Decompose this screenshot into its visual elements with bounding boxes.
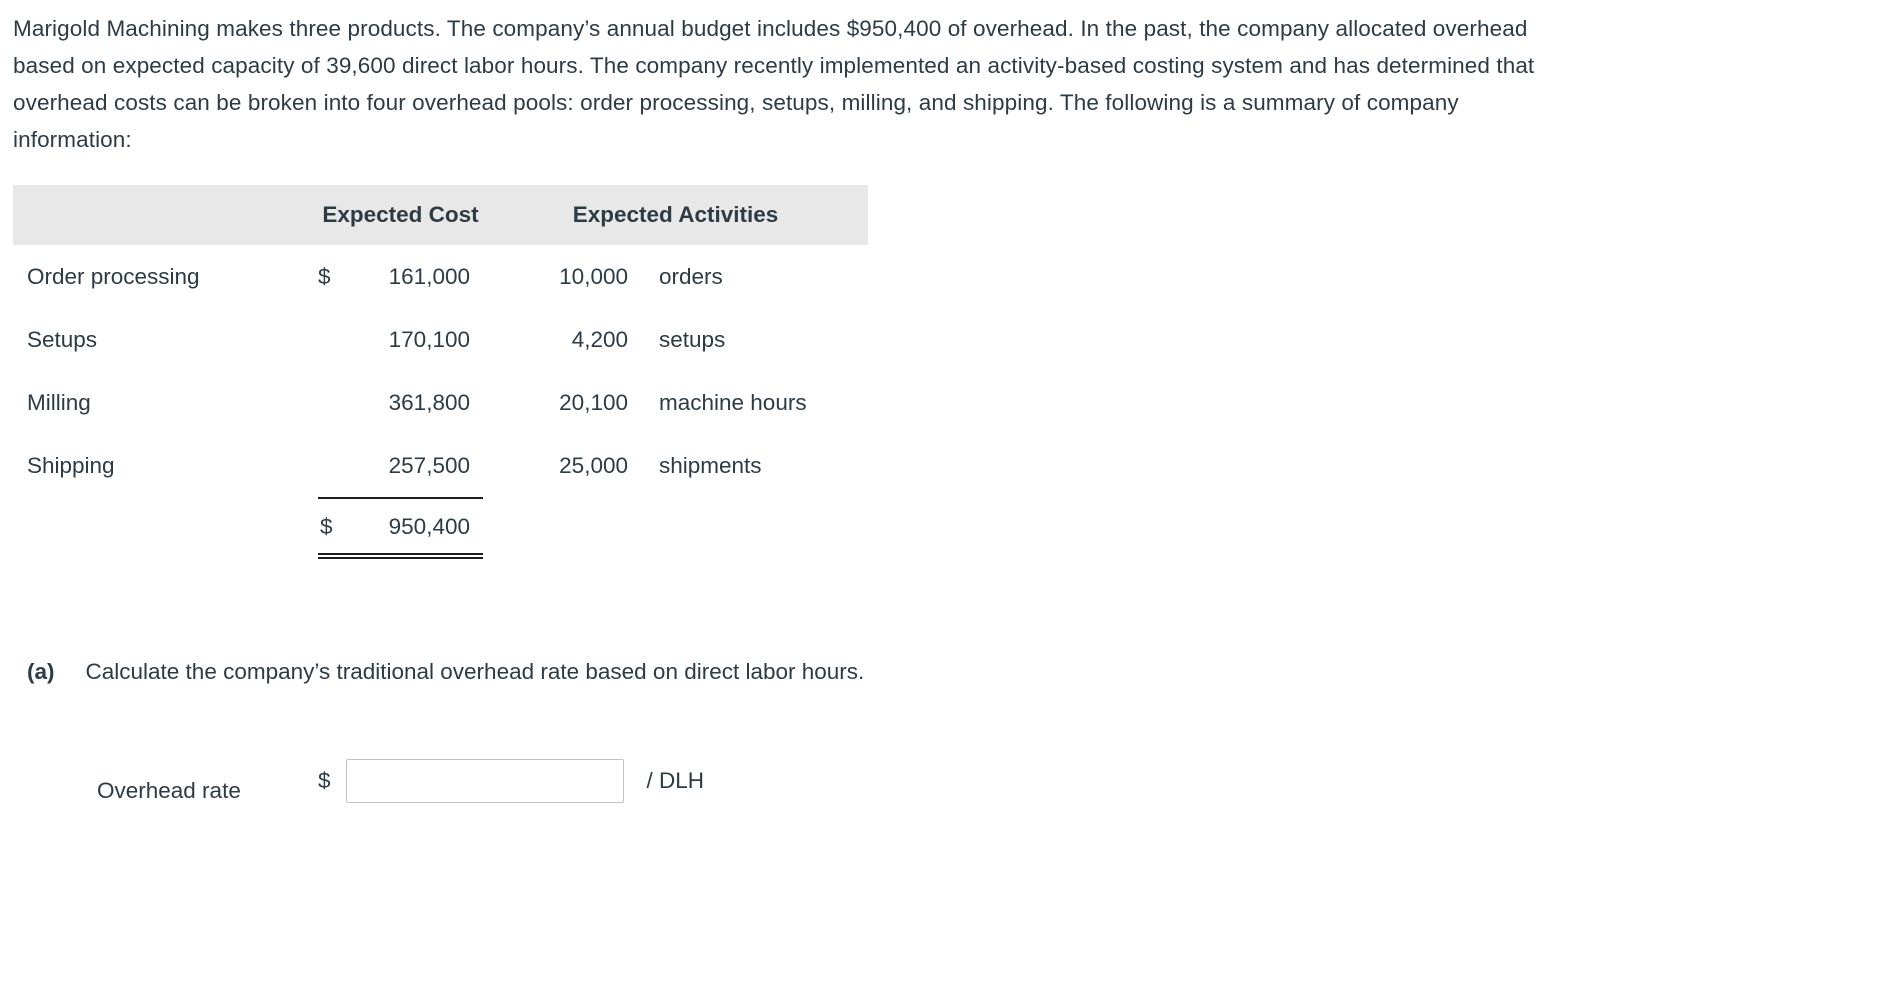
row-label: Setups (27, 326, 98, 352)
header-expected-activities: Expected Activities (572, 202, 779, 227)
part-a-question-text: Calculate the company’s traditional over… (85, 659, 865, 684)
total-currency: $ (320, 514, 333, 539)
row-cost: 257,500 (388, 452, 470, 478)
row-quantity: 10,000 (559, 263, 628, 289)
row-cost: 170,100 (388, 326, 470, 352)
row-unit: machine hours (659, 389, 807, 415)
table-row: Shipping 257,500 25,000 shipments (13, 434, 868, 497)
row-quantity: 20,100 (559, 389, 628, 415)
row-label: Milling (27, 389, 91, 415)
header-expected-cost: Expected Cost (322, 202, 479, 227)
dlh-suffix: / DLH (646, 768, 705, 793)
row-unit: shipments (659, 452, 762, 478)
dollar-prefix: $ (318, 768, 331, 793)
table-row: Setups 170,100 4,200 setups (13, 308, 868, 371)
table-header-row: Expected Cost Expected Activities (13, 185, 868, 245)
total-value: 950,400 (388, 514, 470, 539)
table-total-row: $ 950,400 (13, 497, 868, 559)
row-quantity: 4,200 (571, 326, 628, 352)
table-row: Milling 361,800 20,100 machine hours (13, 371, 868, 434)
row-unit: setups (659, 326, 726, 352)
problem-statement: Marigold Machining makes three products.… (13, 16, 1535, 152)
part-a-label: (a) (27, 659, 55, 684)
overhead-summary-table: Expected Cost Expected Activities Order … (13, 185, 868, 559)
row-cost: 361,800 (388, 389, 470, 415)
part-a-question: (a) Calculate the company’s traditional … (13, 659, 1883, 685)
row-cost: 161,000 (388, 263, 470, 289)
row-quantity: 25,000 (559, 452, 628, 478)
question-page: Marigold Machining makes three products.… (13, 16, 1883, 803)
row-unit: orders (659, 263, 723, 289)
table-row: Order processing $ 161,000 10,000 orders (13, 245, 868, 308)
row-label: Order processing (27, 263, 200, 289)
overhead-rate-label: Overhead rate (97, 778, 241, 803)
answer-row: Overhead rate $ / DLH (13, 759, 1883, 803)
overhead-rate-input[interactable] (345, 759, 624, 803)
row-currency: $ (318, 263, 331, 289)
row-label: Shipping (27, 452, 115, 478)
total-amount: $ 950,400 (318, 497, 483, 559)
